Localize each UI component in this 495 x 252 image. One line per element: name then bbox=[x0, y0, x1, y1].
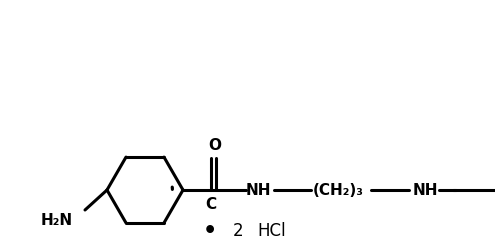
Text: NH: NH bbox=[245, 183, 271, 198]
Text: H₂N: H₂N bbox=[41, 213, 73, 228]
Text: 2: 2 bbox=[233, 221, 244, 239]
Text: NH: NH bbox=[413, 183, 439, 198]
Text: (CH₂)₃: (CH₂)₃ bbox=[313, 183, 364, 198]
Text: C: C bbox=[205, 197, 217, 212]
Text: HCl: HCl bbox=[258, 221, 286, 239]
Text: •: • bbox=[203, 220, 217, 240]
Text: O: O bbox=[208, 137, 221, 152]
